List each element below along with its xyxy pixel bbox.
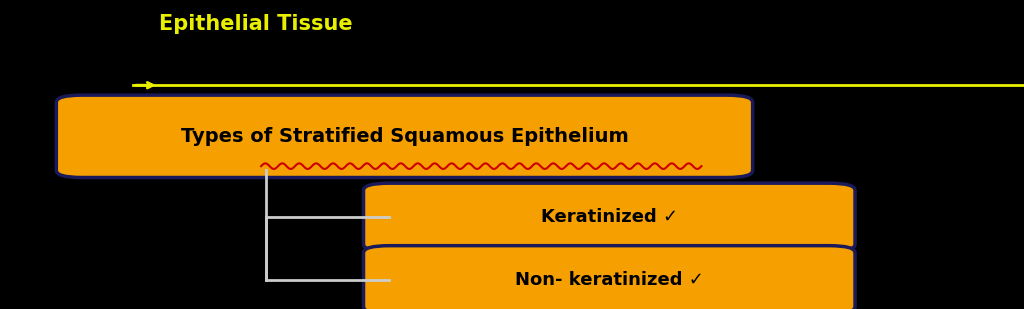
Text: Epithelial Tissue: Epithelial Tissue [159,14,352,34]
Text: Non- keratinized ✓: Non- keratinized ✓ [515,271,703,289]
FancyBboxPatch shape [364,246,855,309]
FancyBboxPatch shape [364,183,855,251]
FancyBboxPatch shape [56,95,753,177]
Text: Keratinized ✓: Keratinized ✓ [541,208,678,226]
Text: Types of Stratified Squamous Epithelium: Types of Stratified Squamous Epithelium [180,127,629,146]
